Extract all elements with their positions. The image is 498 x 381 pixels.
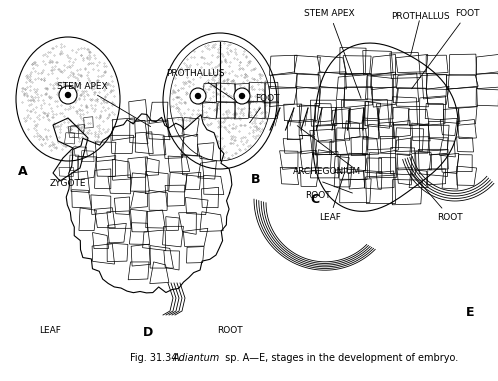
Polygon shape bbox=[313, 43, 458, 211]
Text: C: C bbox=[310, 193, 319, 206]
Circle shape bbox=[240, 93, 245, 99]
Text: FOOT: FOOT bbox=[249, 94, 279, 123]
Text: Adiantum: Adiantum bbox=[173, 353, 220, 363]
Text: A: A bbox=[18, 165, 27, 178]
Text: B: B bbox=[251, 173, 261, 186]
Circle shape bbox=[66, 93, 71, 98]
Text: E: E bbox=[466, 306, 474, 319]
Text: STEM APEX: STEM APEX bbox=[304, 9, 361, 98]
Circle shape bbox=[59, 86, 77, 104]
Text: PROTHALLUS: PROTHALLUS bbox=[166, 69, 234, 99]
Circle shape bbox=[196, 93, 201, 99]
Text: STEM APEX: STEM APEX bbox=[57, 82, 150, 126]
Text: D: D bbox=[143, 326, 153, 339]
Text: ARCHEGONIUM: ARCHEGONIUM bbox=[293, 166, 361, 176]
Circle shape bbox=[190, 88, 206, 104]
Text: PROTHALLUS: PROTHALLUS bbox=[391, 12, 449, 21]
Circle shape bbox=[234, 88, 250, 104]
Text: LEAF: LEAF bbox=[319, 174, 344, 222]
Text: ROOT: ROOT bbox=[412, 173, 463, 222]
Text: FOOT: FOOT bbox=[412, 9, 480, 89]
Text: ROOT: ROOT bbox=[217, 326, 243, 335]
Text: ROOT: ROOT bbox=[305, 192, 331, 200]
Text: sp. A—E, stages in the development of embryo.: sp. A—E, stages in the development of em… bbox=[222, 353, 458, 363]
Text: ZYGOTE: ZYGOTE bbox=[50, 179, 86, 188]
Text: Fig. 31.34.: Fig. 31.34. bbox=[130, 353, 183, 363]
Polygon shape bbox=[66, 114, 232, 293]
Text: LEAF: LEAF bbox=[39, 326, 61, 335]
